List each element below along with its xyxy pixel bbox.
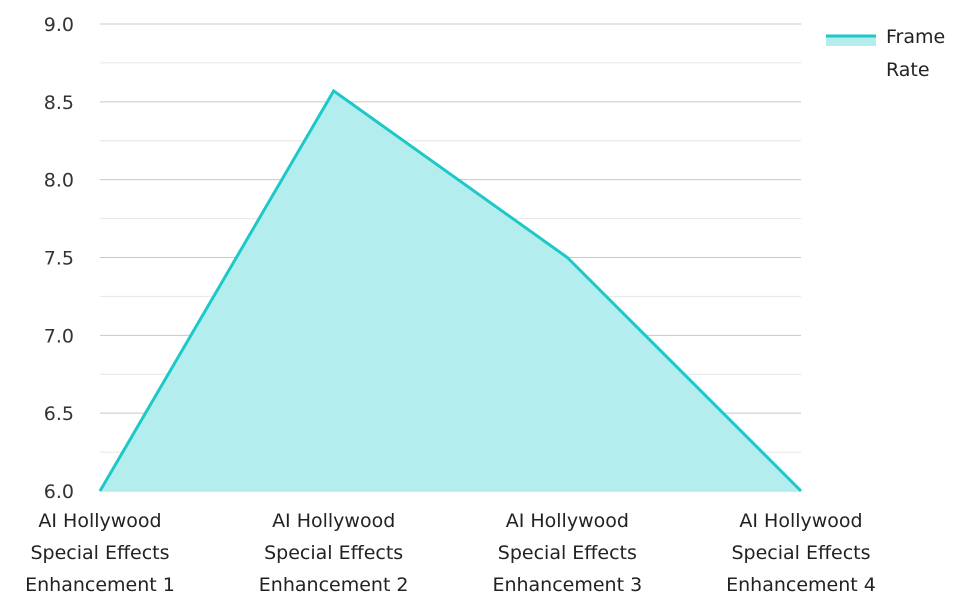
y-tick-label: 9.0 xyxy=(44,14,74,36)
legend-swatch-fill xyxy=(826,36,876,46)
x-category-label-line: Enhancement 1 xyxy=(25,574,175,596)
series-area xyxy=(98,88,803,493)
legend-label-line-2: Rate xyxy=(886,59,930,81)
x-category-label: AI Hollywood Special Effects Enhancement 4 xyxy=(726,510,876,596)
x-category-label: AI Hollywood Special Effects Enhancement 3 xyxy=(492,510,642,596)
y-tick-label: 7.5 xyxy=(44,248,74,270)
x-category-label-line: Special Effects xyxy=(264,542,403,564)
x-category-label: AI Hollywood Special Effects Enhancement 1 xyxy=(25,510,175,596)
x-category-label-line: Special Effects xyxy=(30,542,169,564)
x-category-label-line: Enhancement 2 xyxy=(259,574,409,596)
x-category-label-line: Special Effects xyxy=(498,542,637,564)
y-tick-label: 8.5 xyxy=(44,92,74,114)
y-tick-label: 6.5 xyxy=(44,403,74,425)
series-line xyxy=(98,88,803,493)
y-tick-label: 6.0 xyxy=(44,481,74,503)
x-category-label-line: AI Hollywood xyxy=(38,510,161,532)
x-category-label-line: Enhancement 3 xyxy=(492,574,642,596)
x-category-label-line: Enhancement 4 xyxy=(726,574,876,596)
x-category-label-line: AI Hollywood xyxy=(506,510,629,532)
x-category-label-line: Special Effects xyxy=(731,542,870,564)
series-area-fill xyxy=(100,90,801,491)
legend-label-line-1: Frame xyxy=(886,26,945,48)
legend: Frame Rate xyxy=(826,26,945,81)
y-axis: 6.0 6.5 7.0 7.5 8.0 8.5 9.0 xyxy=(44,14,74,503)
y-tick-label: 7.0 xyxy=(44,325,74,347)
x-category-label-line: AI Hollywood xyxy=(272,510,395,532)
x-category-label: AI Hollywood Special Effects Enhancement 2 xyxy=(259,510,409,596)
x-category-label-line: AI Hollywood xyxy=(739,510,862,532)
y-tick-label: 8.0 xyxy=(44,170,74,192)
x-axis: AI Hollywood Special Effects Enhancement 1… xyxy=(25,510,876,596)
